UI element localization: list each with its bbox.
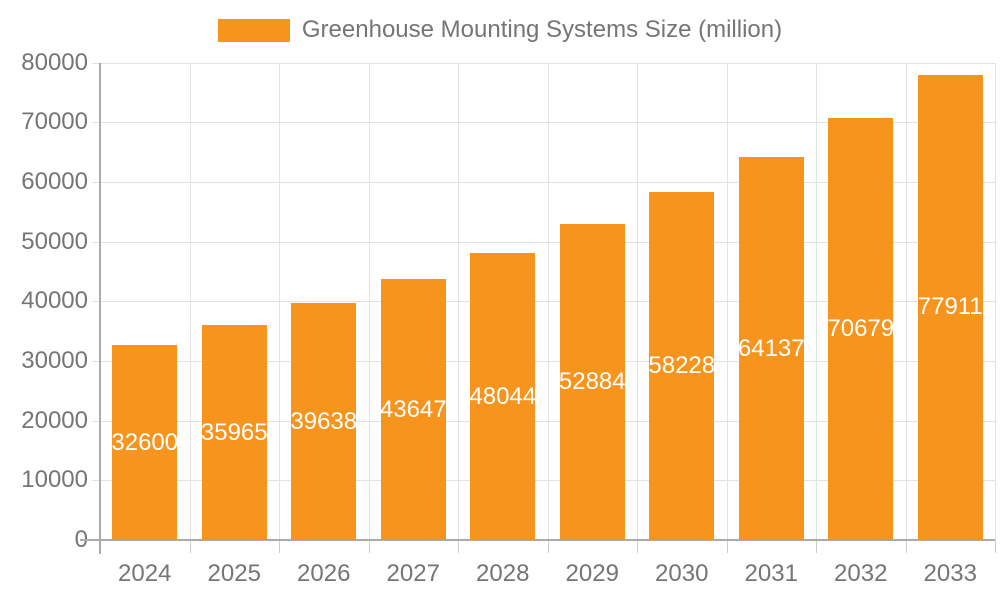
bar[interactable]	[201, 325, 267, 540]
y-axis-tick-label: 70000	[21, 108, 88, 136]
x-axis-line	[80, 539, 995, 541]
bar[interactable]	[470, 253, 536, 540]
x-axis-tick-label: 2028	[476, 560, 530, 587]
bar-value-label: 35965	[200, 418, 268, 446]
bar[interactable]	[738, 157, 804, 540]
bar[interactable]	[291, 303, 357, 540]
x-gridline	[905, 62, 907, 540]
y-axis-tick-label: 40000	[21, 287, 88, 315]
x-gridline	[726, 62, 728, 540]
x-axis-tick	[279, 540, 280, 553]
y-gridline	[92, 301, 995, 303]
y-gridline	[92, 122, 995, 124]
x-axis-tick-label: 2027	[386, 560, 440, 587]
x-axis-tick	[458, 540, 459, 553]
x-gridline	[279, 62, 280, 540]
y-axis-tick-label: 80000	[21, 48, 88, 76]
x-gridline	[189, 62, 191, 540]
x-gridline	[547, 62, 549, 540]
bar[interactable]	[649, 192, 715, 540]
x-axis-tick-label: 2031	[744, 560, 798, 587]
bar-value-label: 52884	[558, 368, 626, 396]
x-axis-tick	[816, 540, 817, 553]
x-gridline	[637, 62, 638, 540]
x-axis-tick-label: 2024	[118, 560, 172, 587]
y-axis-tick-label: 10000	[21, 466, 88, 494]
y-axis-tick-label: 30000	[21, 346, 88, 374]
legend-swatch-icon	[217, 18, 290, 42]
bar[interactable]	[917, 74, 983, 540]
legend-label: Greenhouse Mounting Systems Size (millio…	[301, 16, 783, 43]
x-axis-tick-label: 2033	[923, 560, 977, 587]
bar-value-label: 77911	[917, 293, 983, 321]
bar-value-label: 32600	[111, 428, 179, 456]
x-axis-tick	[995, 540, 996, 553]
x-gridline	[816, 62, 817, 540]
x-gridline	[995, 62, 996, 540]
x-axis-tick	[189, 540, 191, 553]
y-axis-line	[99, 62, 101, 554]
y-gridline	[92, 241, 995, 243]
y-gridline	[92, 360, 995, 362]
x-axis-tick-label: 2030	[655, 560, 709, 587]
bar-value-label: 58228	[648, 352, 716, 380]
y-axis-tick-label: 0	[74, 526, 88, 553]
x-axis-tick	[726, 540, 728, 553]
bar-value-label: 64137	[737, 334, 805, 362]
bar-value-label: 48044	[469, 382, 537, 410]
x-axis-tick	[547, 540, 549, 553]
y-axis-tick-label: 50000	[21, 227, 88, 255]
x-axis-tick-label: 2029	[565, 560, 619, 587]
y-gridline	[92, 480, 995, 482]
y-axis-tick-label: 20000	[21, 406, 88, 434]
bar[interactable]	[112, 345, 178, 540]
y-gridline	[92, 181, 995, 183]
bar[interactable]	[828, 118, 894, 540]
x-axis-tick-label: 2025	[207, 560, 261, 587]
x-gridline	[458, 62, 459, 540]
x-axis-tick-label: 2032	[834, 560, 888, 587]
bar[interactable]	[559, 224, 625, 540]
x-axis-tick-label: 2026	[297, 560, 351, 587]
y-gridline	[92, 420, 995, 422]
x-axis-tick	[905, 540, 907, 553]
x-axis-tick	[368, 540, 370, 553]
bar-value-label: 70679	[827, 315, 895, 343]
bar[interactable]	[380, 279, 446, 540]
legend-item[interactable]: Greenhouse Mounting Systems Size (millio…	[0, 16, 1000, 44]
y-axis-tick-label: 60000	[21, 167, 88, 195]
x-gridline	[368, 62, 370, 540]
bar-value-label: 43647	[379, 395, 447, 423]
y-gridline	[92, 62, 995, 64]
bar-value-label: 39638	[290, 407, 358, 435]
x-axis-tick	[637, 540, 638, 553]
